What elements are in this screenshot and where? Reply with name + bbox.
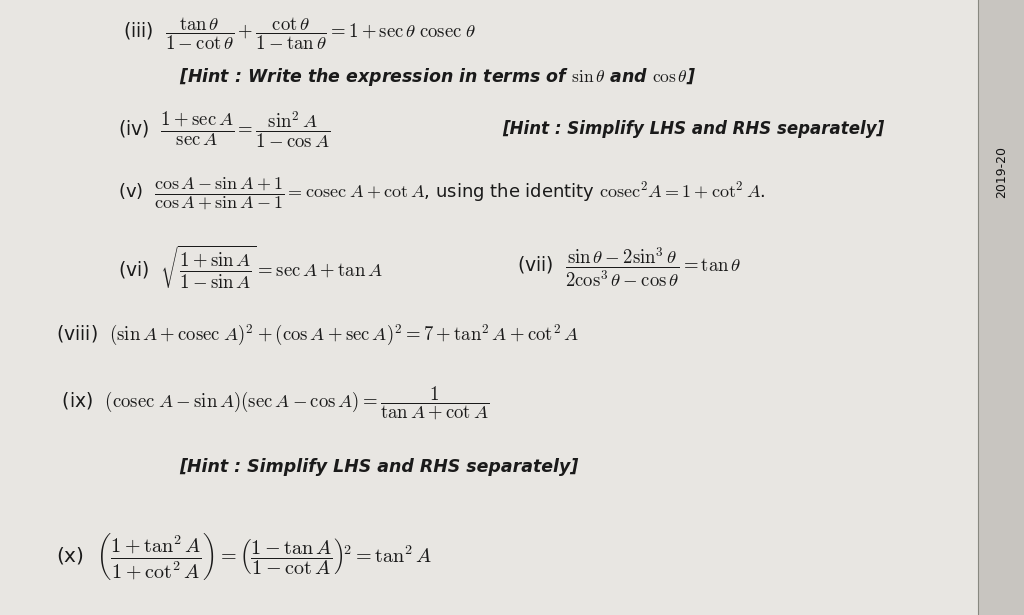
Text: (v)  $\dfrac{\cos A - \sin A + 1}{\cos A + \sin A - 1} = \mathrm{cosec}\;A + \co: (v) $\dfrac{\cos A - \sin A + 1}{\cos A …: [118, 175, 765, 212]
Text: (vi)  $\sqrt{\dfrac{1+\sin A}{1-\sin A}} = \sec A + \tan A$: (vi) $\sqrt{\dfrac{1+\sin A}{1-\sin A}} …: [118, 244, 383, 291]
Text: (iv)  $\dfrac{1+\sec A}{\sec A} = \dfrac{\sin^2 A}{1-\cos A}$: (iv) $\dfrac{1+\sec A}{\sec A} = \dfrac{…: [118, 109, 330, 149]
Text: (viii)  $(\sin A + \mathrm{cosec}\;A)^2 + (\cos A + \sec A)^2 = 7 + \tan^2 A + \: (viii) $(\sin A + \mathrm{cosec}\;A)^2 +…: [56, 323, 580, 347]
Text: (ix)  $(\mathrm{cosec}\;A - \sin A)(\sec A - \cos A) = \dfrac{1}{\tan A + \cot A: (ix) $(\mathrm{cosec}\;A - \sin A)(\sec …: [56, 384, 489, 422]
Bar: [978, 0, 1024, 615]
Text: (x)  $\left(\dfrac{1+\tan^2 A}{1+\cot^2 A}\right) = \left(\dfrac{1-\tan A}{1-\co: (x) $\left(\dfrac{1+\tan^2 A}{1+\cot^2 A…: [56, 531, 433, 582]
Text: 2019-20: 2019-20: [995, 146, 1008, 198]
Text: (vii)  $\dfrac{\sin\theta - 2\sin^3\theta}{2\cos^3\theta - \cos\theta} = \tan\th: (vii) $\dfrac{\sin\theta - 2\sin^3\theta…: [517, 245, 741, 290]
Text: (iii)  $\dfrac{\tan\theta}{1-\cot\theta} + \dfrac{\cot\theta}{1-\tan\theta} = 1 : (iii) $\dfrac{\tan\theta}{1-\cot\theta} …: [123, 15, 476, 52]
Text: [Hint : Simplify LHS and RHS separately]: [Hint : Simplify LHS and RHS separately]: [502, 120, 884, 138]
Text: [Hint : Simplify LHS and RHS separately]: [Hint : Simplify LHS and RHS separately]: [179, 458, 579, 477]
Text: [Hint : Write the expression in terms of $\sin\theta$ and $\cos\theta$]: [Hint : Write the expression in terms of…: [179, 66, 696, 88]
